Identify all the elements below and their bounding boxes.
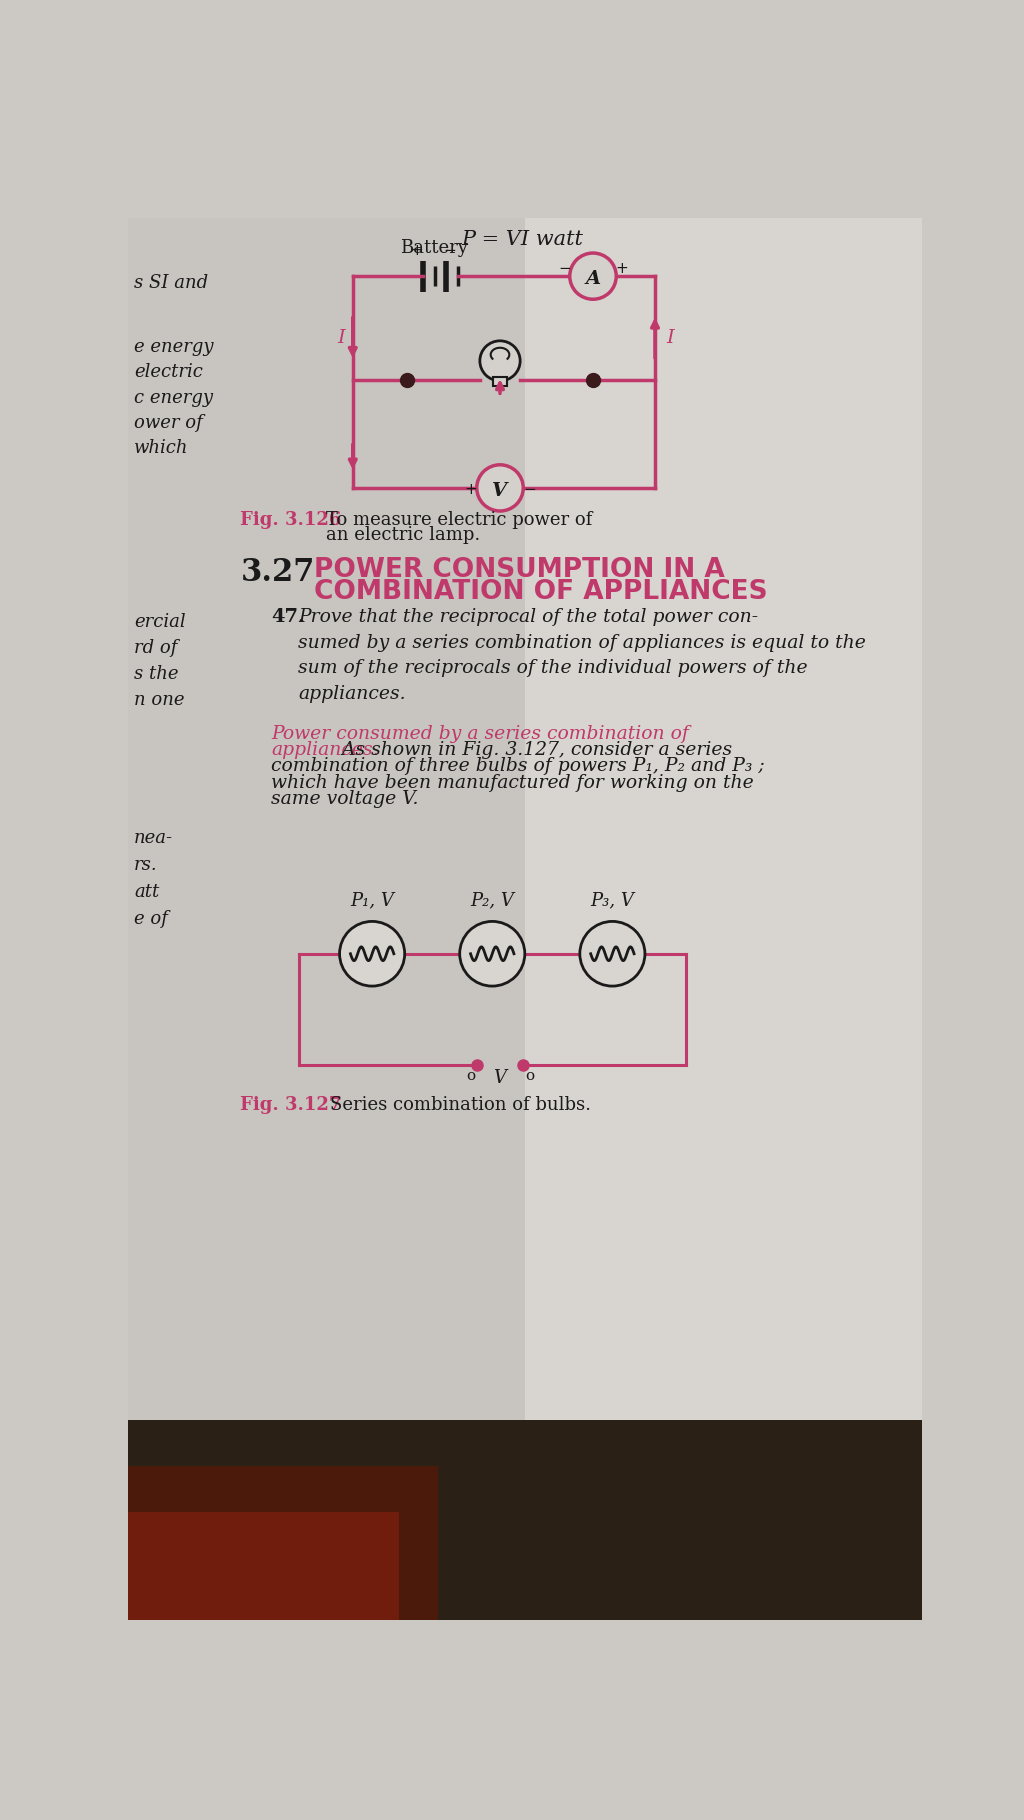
- Text: s SI and: s SI and: [134, 273, 208, 291]
- Text: Fig. 3.127: Fig. 3.127: [241, 1096, 342, 1114]
- Text: n one: n one: [134, 692, 184, 710]
- Text: Power consumed by a series combination of: Power consumed by a series combination o…: [271, 724, 689, 743]
- Text: COMBINATION OF APPLIANCES: COMBINATION OF APPLIANCES: [314, 579, 768, 604]
- Text: Fig. 3.126: Fig. 3.126: [241, 511, 342, 530]
- Circle shape: [460, 921, 524, 986]
- Text: V: V: [493, 482, 508, 500]
- Text: an electric lamp.: an electric lamp.: [326, 526, 480, 544]
- Text: To measure electric power of: To measure electric power of: [326, 511, 592, 530]
- Bar: [128, 218, 524, 1420]
- Text: which have been manufactured for working on the: which have been manufactured for working…: [271, 774, 754, 792]
- Text: rs.: rs.: [134, 855, 158, 874]
- Text: combination of three bulbs of powers P₁, P₂ and P₃ ;: combination of three bulbs of powers P₁,…: [271, 757, 765, 775]
- Circle shape: [480, 340, 520, 380]
- Text: nea-: nea-: [134, 830, 173, 846]
- Text: P = VI watt: P = VI watt: [461, 229, 583, 249]
- Text: −: −: [443, 242, 456, 258]
- Text: As shown in Fig. 3.127, consider a series: As shown in Fig. 3.127, consider a serie…: [336, 741, 732, 759]
- Text: +: +: [615, 260, 628, 277]
- Text: Prove that the reciprocal of the total power con-
sumed by a series combination : Prove that the reciprocal of the total p…: [299, 608, 866, 703]
- Circle shape: [569, 253, 616, 298]
- Text: att: att: [134, 883, 160, 901]
- Text: o: o: [524, 1070, 534, 1083]
- Bar: [493, 377, 507, 386]
- Text: I: I: [666, 329, 674, 348]
- Text: c energy: c energy: [134, 389, 213, 406]
- Text: ower of: ower of: [134, 413, 203, 431]
- Text: Battery: Battery: [400, 238, 468, 257]
- Text: −: −: [558, 260, 570, 277]
- Circle shape: [580, 921, 645, 986]
- Text: o: o: [466, 1070, 475, 1083]
- Text: e of: e of: [134, 910, 168, 928]
- Text: e energy: e energy: [134, 339, 214, 355]
- Text: −: −: [523, 482, 536, 497]
- Bar: [128, 1420, 922, 1620]
- Text: +: +: [464, 482, 477, 497]
- Bar: [128, 1512, 399, 1620]
- Bar: [524, 218, 922, 1420]
- Circle shape: [477, 464, 523, 511]
- Text: P₃, V: P₃, V: [591, 892, 634, 910]
- Text: A: A: [586, 269, 600, 288]
- Text: V: V: [494, 1070, 507, 1087]
- Text: appliances.: appliances.: [271, 741, 379, 759]
- Circle shape: [340, 921, 404, 986]
- Text: s the: s the: [134, 664, 179, 682]
- Text: Series combination of bulbs.: Series combination of bulbs.: [330, 1096, 591, 1114]
- Text: 3.27: 3.27: [241, 557, 314, 588]
- Text: POWER CONSUMPTION IN A: POWER CONSUMPTION IN A: [314, 557, 725, 582]
- Text: which: which: [134, 439, 188, 457]
- Text: ercial: ercial: [134, 613, 185, 632]
- Text: same voltage V.: same voltage V.: [271, 790, 419, 808]
- Text: rd of: rd of: [134, 639, 177, 657]
- Bar: [128, 1465, 438, 1620]
- Text: 47.: 47.: [271, 608, 305, 626]
- Text: I: I: [337, 329, 345, 348]
- Text: P₂, V: P₂, V: [470, 892, 514, 910]
- Text: electric: electric: [134, 364, 203, 380]
- Text: +: +: [410, 242, 423, 258]
- Text: P₁, V: P₁, V: [350, 892, 394, 910]
